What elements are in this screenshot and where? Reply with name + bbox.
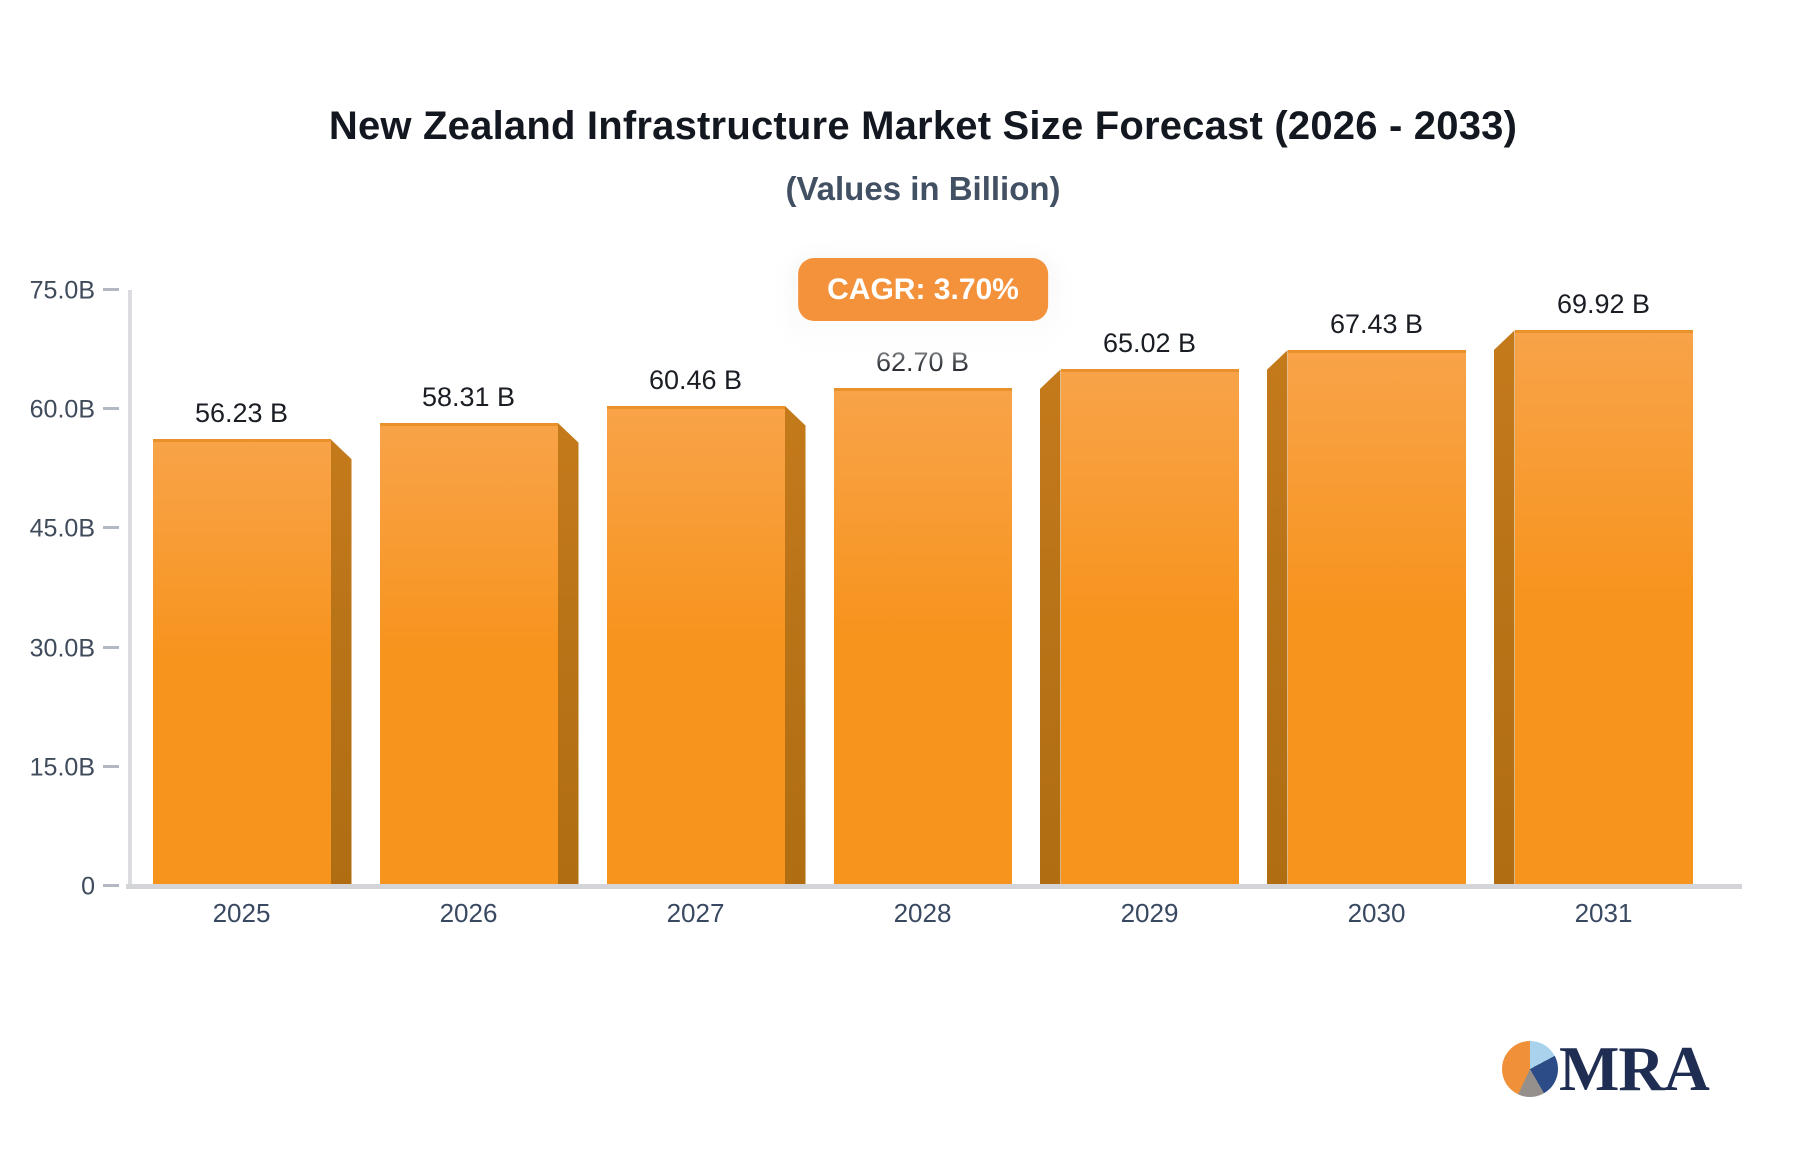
bar-value-label-2027: 60.46 B [648,364,743,395]
bar-2030[interactable] [1263,350,1490,886]
y-tick-label-0: 0 [81,872,95,901]
plot-area: 56.23 B 58.31 B 60.46 B 62.70 B 65.02 B 67.43… [128,289,1717,886]
bar-2031[interactable] [1490,330,1717,886]
y-tick-mark [103,288,119,291]
bar-side-face [1266,350,1288,886]
bar-column-2026: 58.31 B [355,382,582,886]
y-tick-label-15: 15.0B [29,753,95,782]
bar-side-face [1493,330,1515,886]
bar-front-face [152,439,331,886]
bar-front-face [1287,350,1466,886]
bar-column-2029: 65.02 B [1036,328,1263,886]
y-tick-label-45: 45.0B [29,514,95,543]
bar-front-face [379,422,558,886]
x-label-2028: 2028 [893,898,952,928]
y-axis-line [128,290,132,888]
bar-front-face [1060,369,1239,886]
bar-2029[interactable] [1036,369,1263,886]
bar-column-2027: 60.46 B [582,365,809,886]
bar-column-2030: 67.43 B [1263,309,1490,886]
brand-logo: MRA [1502,1033,1710,1104]
y-tick-mark [103,645,119,649]
bar-side-face [784,405,806,886]
bar-side-face [330,439,352,886]
x-label-2031: 2031 [1574,898,1633,928]
y-tick-mark [103,884,119,887]
bar-side-face [1039,369,1061,886]
x-label-2027: 2027 [666,898,725,928]
bar-front-face [833,387,1012,886]
bar-value-label-2026: 58.31 B [421,381,516,412]
cagr-badge: CAGR: 3.70% [798,258,1048,321]
bar-front-face [1514,330,1693,886]
y-axis: 0 15.0B 30.0B 45.0B 60.0B 75.0B [0,277,128,901]
bar-column-2025: 56.23 B [128,398,355,886]
x-label-2026: 2026 [439,898,498,928]
x-axis: 2025 2026 2027 2028 2029 2030 2031 [128,898,1717,940]
page-title: New Zealand Infrastructure Market Size F… [328,104,1518,148]
bar-value-label-2031: 69.92 B [1556,289,1651,320]
bar-column-2031: 69.92 B [1490,289,1717,886]
x-label-2025: 2025 [212,898,271,928]
bar-2026[interactable] [355,422,582,886]
bar-value-label-2030: 67.43 B [1329,309,1424,340]
x-label-2029: 2029 [1120,898,1179,928]
bar-2028[interactable] [809,387,1036,886]
y-tick-mark [103,407,119,411]
y-tick-label-60: 60.0B [29,395,95,424]
bar-column-2028: 62.70 B [809,347,1036,886]
page-subtitle: (Values in Billion) [785,170,1061,207]
bar-value-label-2028: 62.70 B [875,346,970,377]
pie-chart-icon [1502,1041,1558,1097]
bar-2025[interactable] [128,439,355,886]
y-tick-label-30: 30.0B [29,634,95,663]
y-tick-label-75: 75.0B [29,276,95,305]
x-label-2030: 2030 [1347,898,1406,928]
bar-value-label-2025: 56.23 B [194,398,289,429]
bar-2027[interactable] [582,405,809,886]
y-tick-mark [103,526,119,530]
x-axis-baseline [126,884,1742,889]
brand-logo-text: MRA [1559,1033,1710,1104]
y-tick-mark [103,764,119,768]
bar-front-face [606,405,785,886]
bar-value-label-2029: 65.02 B [1102,328,1197,359]
bar-side-face [557,422,579,886]
